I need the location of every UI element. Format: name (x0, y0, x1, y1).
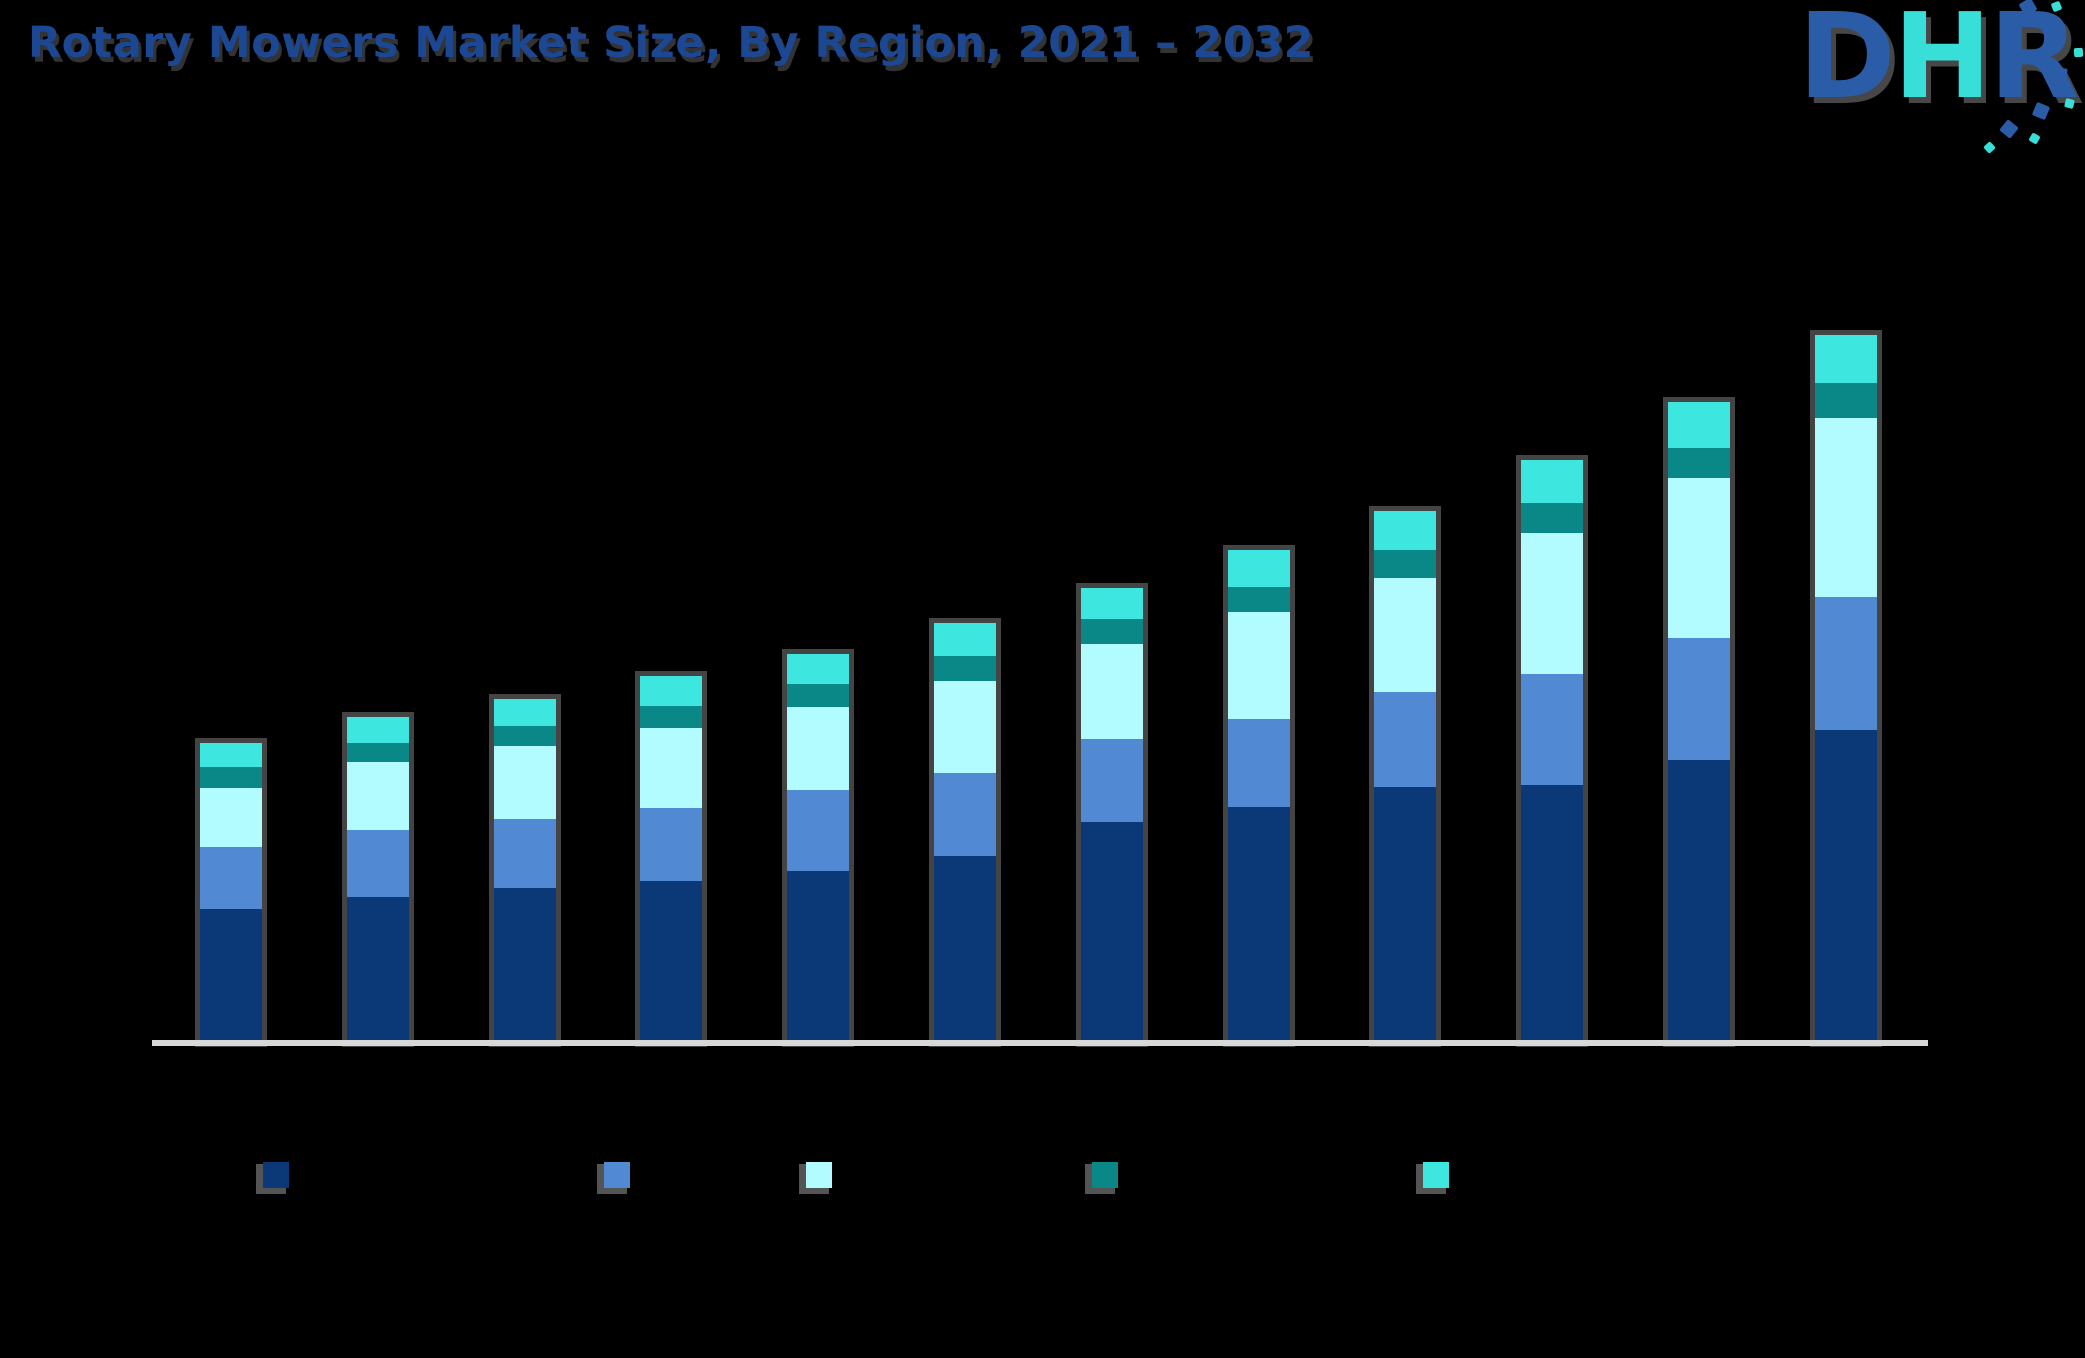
bar-2025-segment-turquoise (787, 654, 850, 684)
bar-2032-segment-turquoise (1814, 335, 1877, 383)
bar-2025-segment-pale-cyan (787, 707, 850, 790)
bar-2022-segment-teal (346, 743, 409, 762)
logo-letter-R: R (1988, 0, 2080, 125)
legend-swatch-navy (263, 1162, 289, 1188)
bar-2025-segment-teal (787, 684, 850, 707)
logo-letter-H: H (1892, 0, 1992, 125)
bar-2028-segment-medium-blue (1227, 719, 1290, 807)
bar-2027-segment-medium-blue (1080, 739, 1143, 822)
bar-2025-segment-navy (787, 871, 850, 1042)
bar-2022-segment-pale-cyan (346, 762, 409, 830)
bar-2021-segment-turquoise (200, 743, 262, 767)
logo-dot-icon (1982, 141, 1996, 155)
bar-2030-segment-turquoise (1521, 460, 1584, 503)
bar-2021 (200, 743, 262, 1042)
legend-swatch-turquoise (1423, 1162, 1449, 1188)
bar-2022-segment-navy (346, 897, 409, 1042)
logo-letter-D: D (1798, 0, 1896, 125)
bar-2022 (346, 717, 409, 1042)
bar-2032-segment-teal (1814, 383, 1877, 418)
bar-2021-segment-teal (200, 767, 262, 788)
bar-2028-segment-pale-cyan (1227, 612, 1290, 719)
bar-2031-segment-medium-blue (1668, 638, 1730, 760)
legend-swatch-teal (1092, 1162, 1118, 1188)
bar-2026-segment-navy (934, 856, 996, 1042)
bar-2031-segment-navy (1668, 760, 1730, 1042)
bar-2029-segment-teal (1374, 550, 1437, 578)
logo-dot-icon (2028, 131, 2041, 145)
bar-2024-segment-pale-cyan (640, 728, 703, 808)
bar-2021-segment-pale-cyan (200, 788, 262, 847)
bar-2028-segment-navy (1227, 807, 1290, 1042)
bar-2023 (493, 699, 556, 1042)
logo-dot-icon (2073, 47, 2083, 58)
legend-swatch-pale-cyan (806, 1162, 832, 1188)
bar-2030-segment-pale-cyan (1521, 533, 1584, 674)
bar-2025-segment-medium-blue (787, 790, 850, 871)
bar-2024-segment-medium-blue (640, 808, 703, 881)
bar-2022-segment-medium-blue (346, 830, 409, 897)
bar-2030-segment-teal (1521, 503, 1584, 533)
bar-2023-segment-navy (493, 888, 556, 1042)
legend-swatch-medium-blue (604, 1162, 630, 1188)
bar-2026-segment-teal (934, 656, 996, 681)
bar-2028 (1227, 550, 1290, 1042)
dhr-logo: DHR (1798, 0, 2083, 155)
bar-2022-segment-turquoise (346, 717, 409, 743)
bar-2023-segment-medium-blue (493, 819, 556, 888)
bar-2030-segment-navy (1521, 785, 1584, 1042)
bar-2027-segment-turquoise (1080, 588, 1143, 619)
bar-2029-segment-medium-blue (1374, 692, 1437, 787)
bar-2029-segment-pale-cyan (1374, 578, 1437, 692)
bar-2026-segment-pale-cyan (934, 681, 996, 773)
bar-2023-segment-turquoise (493, 699, 556, 726)
bar-2032-segment-navy (1814, 730, 1877, 1042)
bar-2024-segment-turquoise (640, 676, 703, 706)
bar-2028-segment-teal (1227, 587, 1290, 612)
bar-2031-segment-teal (1668, 448, 1730, 478)
chart-title: Rotary Mowers Market Size, By Region, 20… (28, 18, 1315, 68)
bar-2031-segment-turquoise (1668, 402, 1730, 448)
bar-2026-segment-medium-blue (934, 773, 996, 856)
bar-2030 (1521, 460, 1584, 1042)
bar-2029 (1374, 511, 1437, 1042)
bar-2024 (640, 676, 703, 1042)
bar-2027-segment-teal (1080, 619, 1143, 644)
bar-2030-segment-medium-blue (1521, 674, 1584, 785)
bar-2024-segment-teal (640, 706, 703, 728)
bar-2029-segment-navy (1374, 787, 1437, 1042)
bar-2028-segment-turquoise (1227, 550, 1290, 587)
bar-2023-segment-teal (493, 726, 556, 746)
bar-2023-segment-pale-cyan (493, 746, 556, 819)
bar-2026 (934, 623, 996, 1042)
dhr-logo-letters: DHR (1798, 0, 2080, 125)
bar-2027-segment-navy (1080, 822, 1143, 1042)
bar-2025 (787, 654, 850, 1042)
bar-2026-segment-turquoise (934, 623, 996, 656)
bar-2032-segment-pale-cyan (1814, 418, 1877, 597)
bar-2031-segment-pale-cyan (1668, 478, 1730, 638)
bar-2021-segment-medium-blue (200, 847, 262, 909)
bar-2027-segment-pale-cyan (1080, 644, 1143, 739)
bar-2029-segment-turquoise (1374, 511, 1437, 550)
logo-dot-icon (2063, 97, 2075, 109)
bar-2032-segment-medium-blue (1814, 597, 1877, 730)
bar-2027 (1080, 588, 1143, 1042)
bar-2021-segment-navy (200, 909, 262, 1042)
bar-2032 (1814, 335, 1877, 1042)
x-axis-line (152, 1040, 1928, 1046)
bar-2024-segment-navy (640, 881, 703, 1042)
bar-2031 (1668, 402, 1730, 1042)
logo-dot-icon (2052, 67, 2068, 84)
